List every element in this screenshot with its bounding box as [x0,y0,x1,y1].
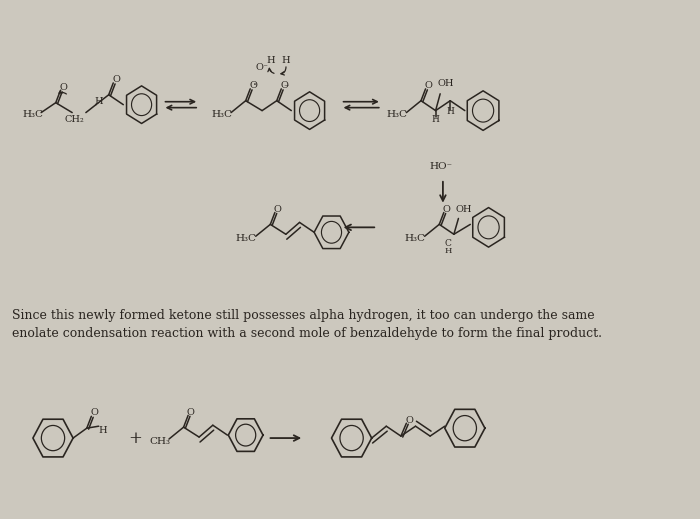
Text: O: O [280,81,288,90]
Text: H₃C: H₃C [23,110,44,119]
Text: H: H [99,426,107,434]
Text: H₃C: H₃C [386,110,407,119]
Text: H₃C: H₃C [211,110,232,119]
Text: O: O [112,75,120,85]
Text: H: H [447,107,454,116]
Text: CH₃: CH₃ [149,436,170,445]
Text: enolate condensation reaction with a second mole of benzaldehyde to form the fin: enolate condensation reaction with a sec… [12,327,602,340]
Text: O: O [187,408,195,417]
Text: HO⁻: HO⁻ [430,161,453,171]
Text: H: H [94,97,103,106]
Text: O: O [405,416,413,425]
Text: CH₂: CH₂ [64,115,84,124]
Text: O⁻: O⁻ [256,63,269,72]
Text: H: H [444,247,452,255]
Text: O: O [424,81,432,90]
Text: +: + [128,430,142,446]
Text: O: O [90,408,98,417]
Text: ·: · [253,79,257,92]
Text: H: H [266,56,274,65]
Text: OH: OH [456,205,472,214]
Text: OH: OH [438,79,454,88]
Text: H₃C: H₃C [236,234,257,243]
Text: H: H [432,115,440,124]
Text: Since this newly formed ketone still possesses alpha hydrogen, it too can underg: Since this newly formed ketone still pos… [12,309,594,322]
Text: H₃C: H₃C [405,234,426,243]
Text: H: H [281,56,290,65]
Text: O: O [249,81,257,90]
Text: O: O [442,205,451,214]
Text: O: O [59,84,67,92]
Text: ⁻: ⁻ [284,83,288,92]
Text: O: O [274,205,281,214]
Text: C: C [445,239,452,248]
